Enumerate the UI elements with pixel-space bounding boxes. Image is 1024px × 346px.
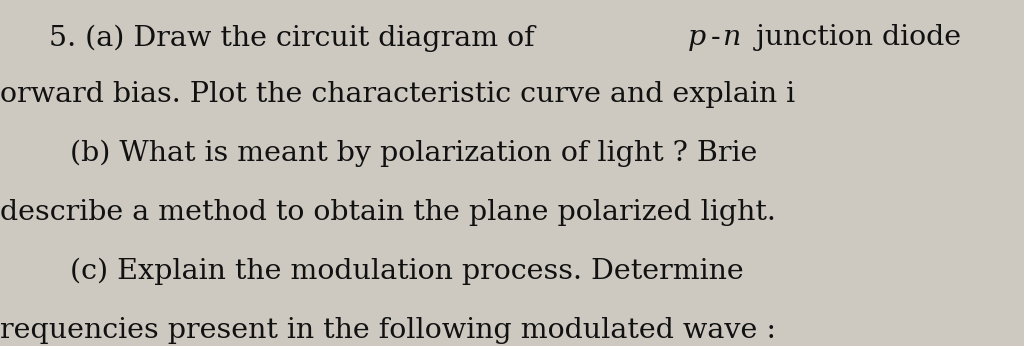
Text: (b) What is meant by polarization of light ? Brie: (b) What is meant by polarization of lig… <box>70 140 757 167</box>
Text: junction diode: junction diode <box>748 24 962 51</box>
Text: -: - <box>711 24 721 51</box>
Text: describe a method to obtain the plane polarized light.: describe a method to obtain the plane po… <box>0 199 776 226</box>
Text: (c) Explain the modulation process. Determine: (c) Explain the modulation process. Dete… <box>70 258 743 285</box>
Text: p: p <box>687 24 706 51</box>
Text: 5. (a) Draw the circuit diagram of: 5. (a) Draw the circuit diagram of <box>49 24 544 52</box>
Text: n: n <box>723 24 741 51</box>
Text: orward bias. Plot the characteristic curve and explain i: orward bias. Plot the characteristic cur… <box>0 81 795 108</box>
Text: requencies present in the following modulated wave :: requencies present in the following modu… <box>0 317 776 344</box>
